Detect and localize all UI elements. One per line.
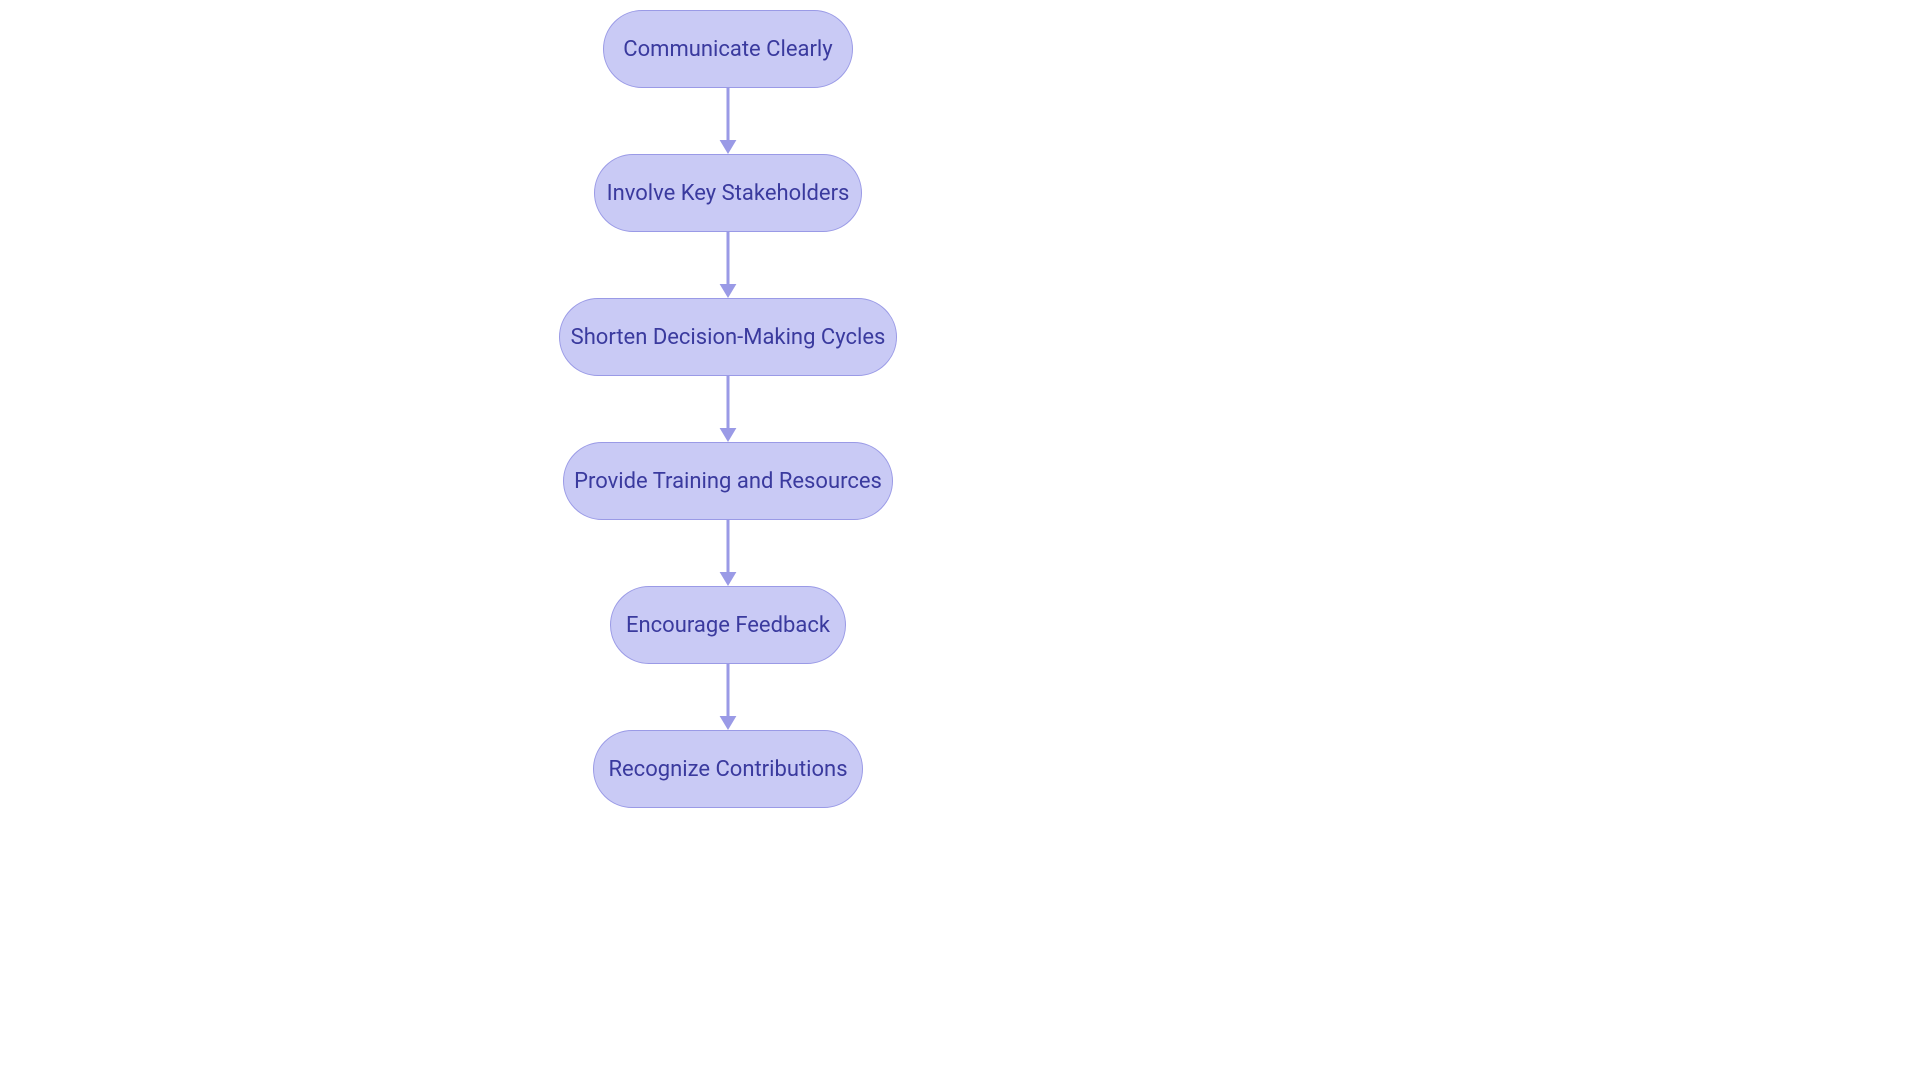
flow-node-n1: Communicate Clearly — [603, 10, 853, 88]
flow-node-label: Communicate Clearly — [623, 37, 832, 62]
flow-node-n5: Encourage Feedback — [610, 586, 846, 664]
flow-edge-n2-n3 — [712, 232, 744, 298]
flow-node-n3: Shorten Decision-Making Cycles — [559, 298, 897, 376]
flow-node-label: Encourage Feedback — [626, 613, 830, 638]
flow-node-label: Involve Key Stakeholders — [607, 181, 850, 206]
flow-edge-n3-n4 — [712, 376, 744, 442]
flow-edge-n4-n5 — [712, 520, 744, 586]
flow-node-label: Provide Training and Resources — [574, 469, 882, 494]
flow-node-n4: Provide Training and Resources — [563, 442, 893, 520]
flowchart-canvas: Communicate Clearly Involve Key Stakehold… — [0, 0, 1920, 1083]
flow-edge-n5-n6 — [712, 664, 744, 730]
flow-node-n2: Involve Key Stakeholders — [594, 154, 862, 232]
flow-node-label: Recognize Contributions — [608, 757, 847, 782]
flow-node-label: Shorten Decision-Making Cycles — [571, 325, 886, 350]
flow-node-n6: Recognize Contributions — [593, 730, 863, 808]
flow-edge-n1-n2 — [712, 88, 744, 154]
